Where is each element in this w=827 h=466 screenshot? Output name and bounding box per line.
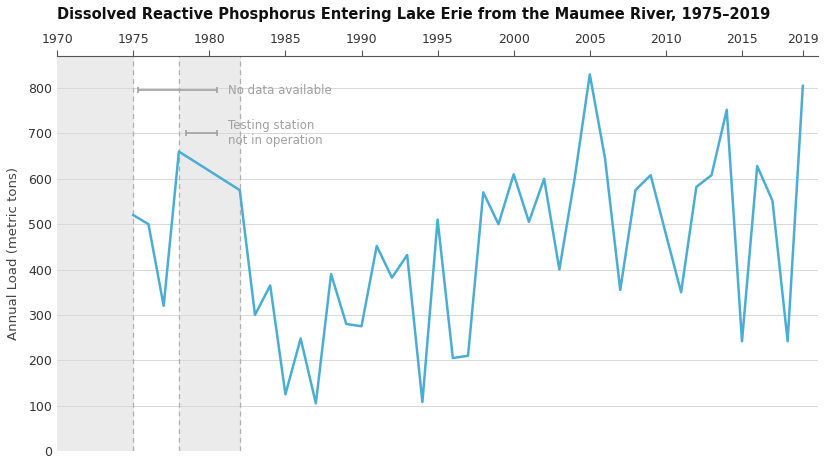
Bar [57, 56, 133, 451]
Text: Dissolved Reactive Phosphorus Entering Lake Erie from the Maumee River, 1975–201: Dissolved Reactive Phosphorus Entering L… [57, 7, 769, 22]
Bar [179, 56, 240, 451]
Y-axis label: Annual Load (metric tons): Annual Load (metric tons) [7, 167, 20, 340]
Text: Testing station
not in operation: Testing station not in operation [227, 119, 322, 147]
Text: No data available: No data available [227, 84, 331, 97]
